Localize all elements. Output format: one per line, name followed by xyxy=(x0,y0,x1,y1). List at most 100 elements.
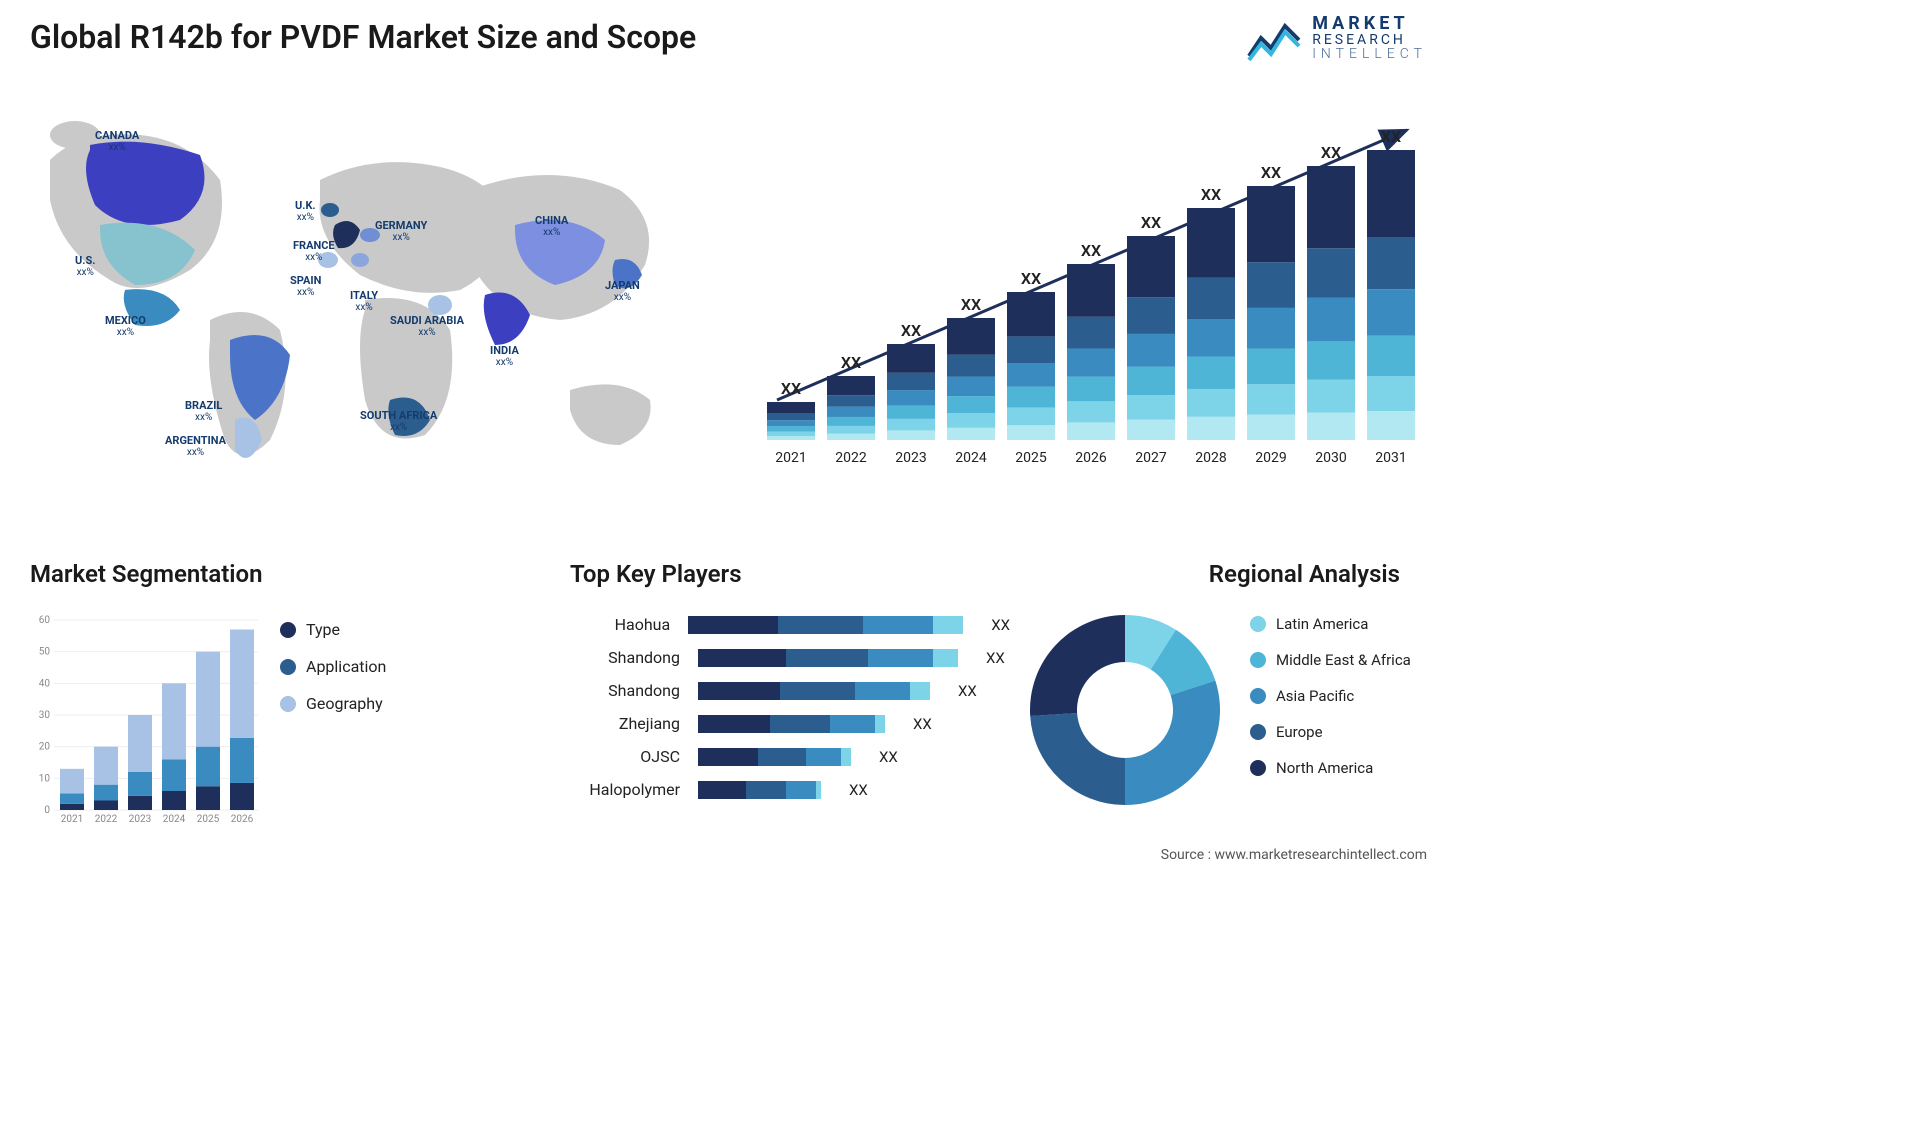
svg-text:XX: XX xyxy=(901,321,921,340)
svg-text:10: 10 xyxy=(39,773,51,784)
svg-text:2026: 2026 xyxy=(231,814,254,825)
legend-item: North America xyxy=(1250,759,1411,777)
svg-text:2031: 2031 xyxy=(1375,450,1406,466)
player-value: XX xyxy=(913,715,932,733)
svg-text:XX: XX xyxy=(961,295,981,314)
player-bar xyxy=(698,682,930,700)
map-label: ARGENTINAxx% xyxy=(165,435,226,458)
legend-item: Europe xyxy=(1250,723,1411,741)
brand-logo: MARKET RESEARCH INTELLECT xyxy=(1247,15,1427,61)
svg-text:20: 20 xyxy=(39,742,51,753)
player-value: XX xyxy=(991,616,1010,634)
legend-item: Asia Pacific xyxy=(1250,687,1411,705)
player-value: XX xyxy=(958,682,977,700)
logo-text-3: INTELLECT xyxy=(1312,47,1427,61)
svg-text:2024: 2024 xyxy=(955,450,987,466)
player-bar xyxy=(698,649,958,667)
svg-text:2029: 2029 xyxy=(1255,450,1286,466)
player-row: Haohua XX xyxy=(570,615,1010,634)
svg-text:2028: 2028 xyxy=(1195,450,1227,466)
player-value: XX xyxy=(986,649,1005,667)
segmentation-legend: Type Application Geography xyxy=(280,620,386,713)
player-row: Shandong XX xyxy=(570,681,1010,700)
logo-text-1: MARKET xyxy=(1312,15,1427,33)
players-list: HaohuaXXShandongXXShandongXXZhejiangXXOJ… xyxy=(570,615,1010,799)
map-label: INDIAxx% xyxy=(490,345,519,368)
player-value: XX xyxy=(849,781,868,799)
player-name: Haohua xyxy=(570,615,670,634)
player-row: OJSC XX xyxy=(570,747,1010,766)
map-label: SOUTH AFRICAxx% xyxy=(360,410,437,433)
svg-text:XX: XX xyxy=(841,353,861,372)
map-label: SPAINxx% xyxy=(290,275,321,298)
player-name: Halopolymer xyxy=(570,780,680,799)
svg-text:XX: XX xyxy=(1081,241,1101,260)
world-map: CANADAxx%U.S.xx%MEXICOxx%BRAZILxx%ARGENT… xyxy=(30,100,690,500)
map-label: SAUDI ARABIAxx% xyxy=(390,315,464,338)
svg-text:40: 40 xyxy=(39,678,51,689)
legend-item: Middle East & Africa xyxy=(1250,651,1411,669)
player-row: Zhejiang XX xyxy=(570,714,1010,733)
segmentation-section: Market Segmentation 0 10 20 30 40 50 60 2021 202… xyxy=(30,560,450,840)
map-label: CANADAxx% xyxy=(95,130,139,153)
player-bar xyxy=(688,616,963,634)
source-label: Source : www.marketresearchintellect.com xyxy=(1161,847,1427,863)
svg-text:XX: XX xyxy=(1141,213,1161,232)
player-bar xyxy=(698,715,885,733)
player-row: Halopolymer XX xyxy=(570,780,1010,799)
svg-text:2022: 2022 xyxy=(95,814,118,825)
svg-text:2022: 2022 xyxy=(835,450,867,466)
main-bar-chart: 2021 XX 2022 XX 2023 XX 2024 XX 2025 XX 2026 XX 2027… xyxy=(747,100,1427,480)
segmentation-heading: Market Segmentation xyxy=(30,560,263,588)
svg-text:2023: 2023 xyxy=(895,450,926,466)
map-label: U.K.xx% xyxy=(295,200,316,223)
svg-text:60: 60 xyxy=(39,615,51,626)
svg-text:2025: 2025 xyxy=(1015,450,1047,466)
regional-section: Regional Analysis Latin America Middle Ea… xyxy=(1020,560,1440,840)
player-bar xyxy=(698,748,851,766)
regional-legend: Latin America Middle East & Africa Asia Pa… xyxy=(1250,615,1411,777)
map-label: FRANCExx% xyxy=(293,240,335,263)
map-label: BRAZILxx% xyxy=(185,400,222,423)
svg-text:2030: 2030 xyxy=(1315,450,1347,466)
segmentation-chart: 0 10 20 30 40 50 60 2021 2022 2023 2024 2025 2026 xyxy=(30,600,260,830)
player-name: OJSC xyxy=(570,747,680,766)
svg-text:2025: 2025 xyxy=(197,814,220,825)
player-bar xyxy=(698,781,821,799)
regional-heading: Regional Analysis xyxy=(1209,560,1400,588)
map-label: U.S.xx% xyxy=(75,255,95,278)
regional-donut xyxy=(1020,605,1230,815)
players-section: Top Key Players HaohuaXXShandongXXShando… xyxy=(570,560,1010,840)
svg-text:2021: 2021 xyxy=(61,814,83,825)
legend-item: Type xyxy=(280,620,386,639)
map-label: JAPANxx% xyxy=(605,280,640,303)
legend-item: Latin America xyxy=(1250,615,1411,633)
logo-mark-icon xyxy=(1247,16,1302,61)
page-title: Global R142b for PVDF Market Size and Sc… xyxy=(30,18,696,56)
svg-text:30: 30 xyxy=(39,710,51,721)
player-name: Shandong xyxy=(570,648,680,667)
player-name: Zhejiang xyxy=(570,714,680,733)
svg-text:2026: 2026 xyxy=(1075,450,1107,466)
legend-item: Geography xyxy=(280,694,386,713)
svg-text:XX: XX xyxy=(1201,185,1221,204)
map-label: ITALYxx% xyxy=(350,290,378,313)
svg-text:50: 50 xyxy=(39,647,51,658)
svg-text:2027: 2027 xyxy=(1135,450,1167,466)
legend-item: Application xyxy=(280,657,386,676)
logo-text-2: RESEARCH xyxy=(1312,33,1427,47)
player-value: XX xyxy=(879,748,898,766)
player-row: Shandong XX xyxy=(570,648,1010,667)
svg-text:XX: XX xyxy=(781,379,801,398)
map-label: CHINAxx% xyxy=(535,215,568,238)
map-label: GERMANYxx% xyxy=(375,220,427,243)
svg-text:2023: 2023 xyxy=(129,814,151,825)
svg-text:2024: 2024 xyxy=(163,814,186,825)
player-name: Shandong xyxy=(570,681,680,700)
svg-text:2021: 2021 xyxy=(775,450,806,466)
svg-text:XX: XX xyxy=(1381,127,1401,146)
svg-text:XX: XX xyxy=(1261,163,1281,182)
players-heading: Top Key Players xyxy=(570,560,742,588)
svg-text:0: 0 xyxy=(44,805,50,816)
svg-text:XX: XX xyxy=(1321,143,1341,162)
